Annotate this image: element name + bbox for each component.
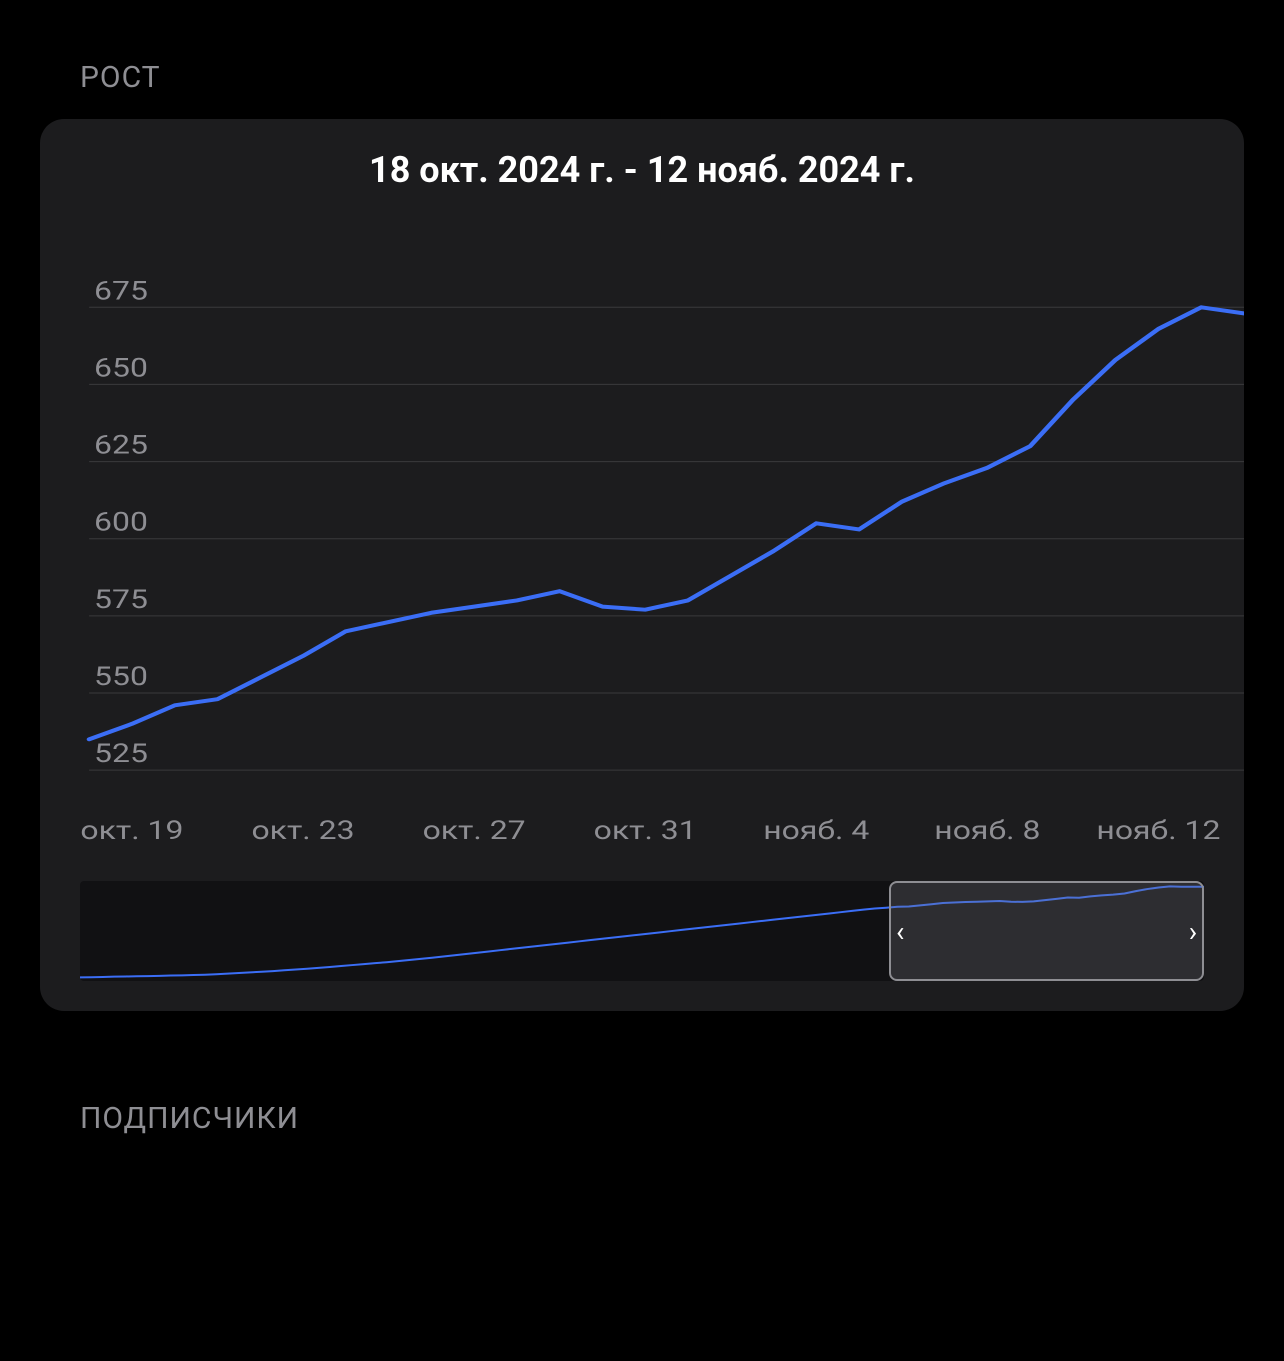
svg-text:окт. 31: окт. 31 (594, 816, 697, 846)
svg-text:нояб. 12: нояб. 12 (1096, 816, 1220, 846)
line-chart[interactable]: 525 550 575 600 625 650 675 окт. 19 окт. 23 окт. … (40, 251, 1244, 851)
svg-text:окт. 27: окт. 27 (423, 816, 526, 846)
svg-text:550: 550 (94, 662, 148, 692)
range-brush[interactable]: ‹ › (80, 881, 1204, 981)
brush-handle-right[interactable]: › (1184, 883, 1202, 979)
svg-text:окт. 23: окт. 23 (251, 816, 354, 846)
svg-text:525: 525 (94, 739, 148, 769)
svg-text:675: 675 (94, 276, 148, 306)
growth-chart-card: 18 окт. 2024 г. - 12 нояб. 2024 г. 525 55… (40, 119, 1244, 1011)
section-header-subscribers: ПОДПИСЧИКИ (0, 1011, 1284, 1160)
svg-text:нояб. 4: нояб. 4 (763, 816, 869, 846)
svg-text:575: 575 (94, 585, 148, 615)
chart-svg: 525 550 575 600 625 650 675 окт. 19 окт. 23 окт. … (40, 251, 1244, 851)
chart-date-range-title: 18 окт. 2024 г. - 12 нояб. 2024 г. (40, 149, 1244, 191)
svg-text:650: 650 (94, 353, 148, 383)
section-header-growth: РОСТ (0, 0, 1284, 119)
brush-window[interactable]: ‹ › (889, 881, 1204, 981)
svg-text:нояб. 8: нояб. 8 (934, 816, 1040, 846)
svg-text:600: 600 (94, 508, 148, 538)
svg-text:625: 625 (94, 430, 148, 460)
brush-handle-left[interactable]: ‹ (891, 883, 909, 979)
svg-text:окт. 19: окт. 19 (80, 816, 183, 846)
